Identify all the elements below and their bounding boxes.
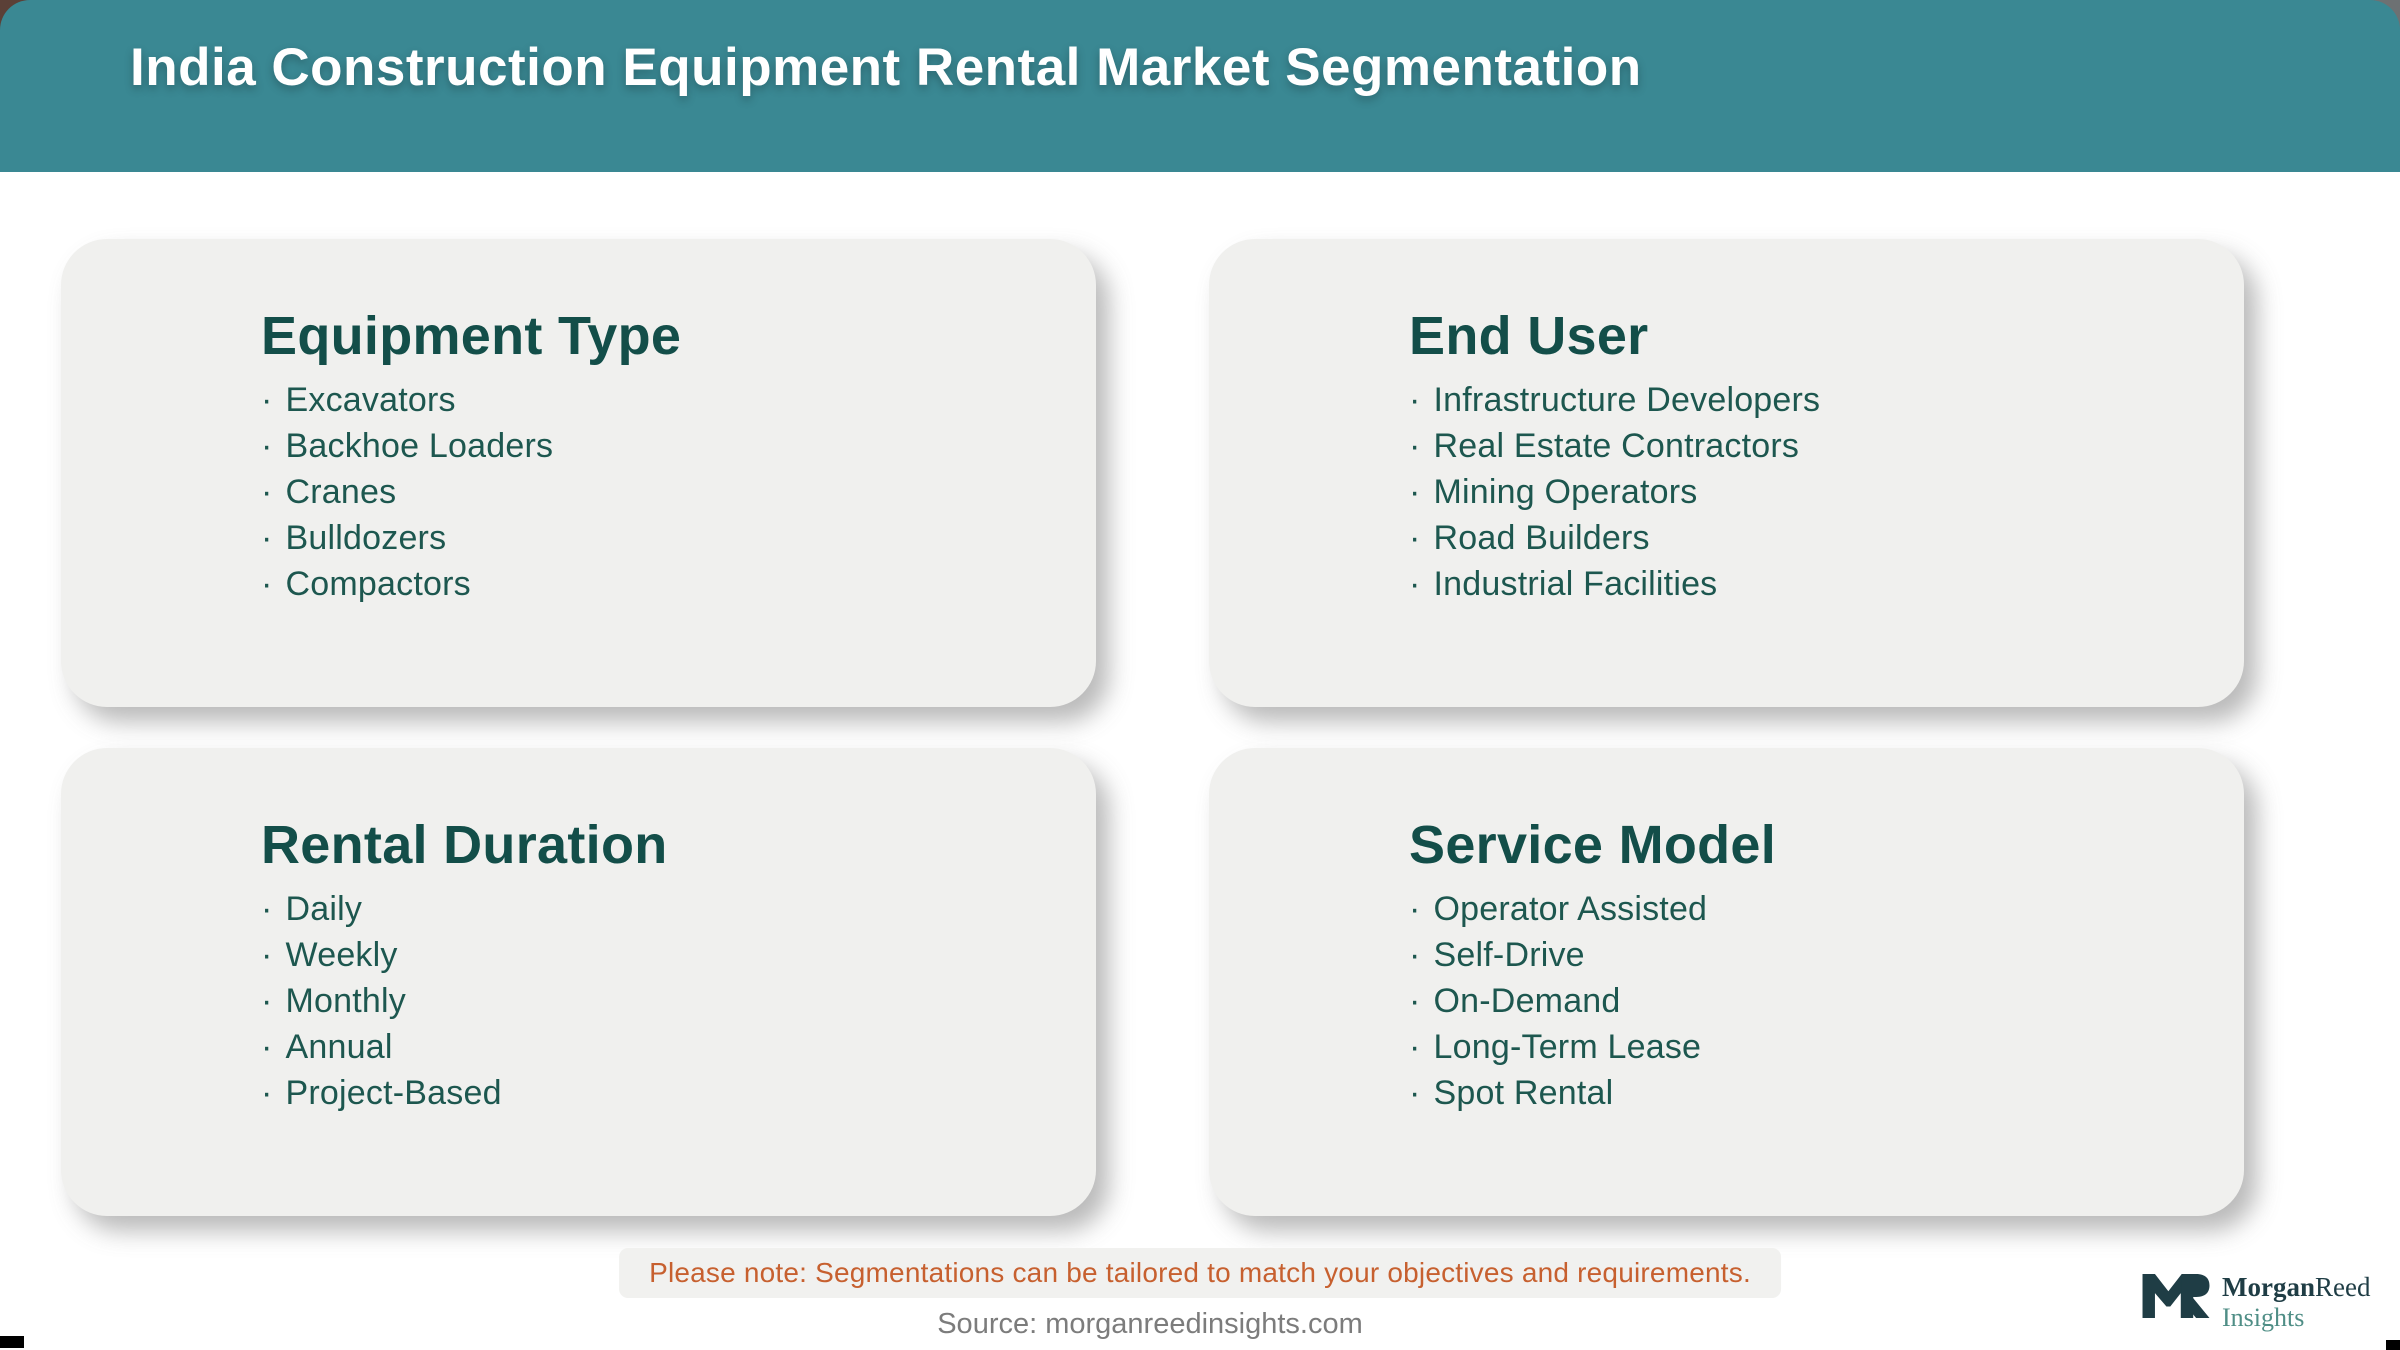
logo-monogram-icon: [2142, 1274, 2210, 1318]
screenshot-artifact-right: [2386, 1340, 2400, 1350]
card-end-user: End User Infrastructure Developers Real …: [1209, 239, 2244, 707]
list-item: Road Builders: [1409, 515, 2194, 561]
logo-name-regular: Reed: [2314, 1272, 2371, 1302]
list-item: Monthly: [261, 978, 1046, 1024]
screenshot-artifact-left: [0, 1336, 24, 1348]
logo-name-bold: Morgan: [2222, 1272, 2315, 1302]
list-item: Backhoe Loaders: [261, 423, 1046, 469]
note-banner: Please note: Segmentations can be tailor…: [619, 1248, 1781, 1298]
card-list: Daily Weekly Monthly Annual Project-Base…: [261, 886, 1046, 1116]
segmentation-grid: Equipment Type Excavators Backhoe Loader…: [61, 239, 2244, 1216]
card-equipment-type: Equipment Type Excavators Backhoe Loader…: [61, 239, 1096, 707]
header-band: India Construction Equipment Rental Mark…: [0, 0, 2400, 172]
logo-tagline: Insights: [2222, 1303, 2305, 1332]
note-text: Please note: Segmentations can be tailor…: [649, 1257, 1751, 1288]
card-list: Infrastructure Developers Real Estate Co…: [1409, 377, 2194, 607]
list-item: On-Demand: [1409, 978, 2194, 1024]
list-item: Weekly: [261, 932, 1046, 978]
card-list: Excavators Backhoe Loaders Cranes Bulldo…: [261, 377, 1046, 607]
list-item: Real Estate Contractors: [1409, 423, 2194, 469]
list-item: Compactors: [261, 561, 1046, 607]
page-title: India Construction Equipment Rental Mark…: [130, 38, 1642, 97]
list-item: Self-Drive: [1409, 932, 2194, 978]
source-text: Source: morganreedinsights.com: [937, 1308, 1363, 1340]
card-rental-duration: Rental Duration Daily Weekly Monthly Ann…: [61, 748, 1096, 1216]
list-item: Operator Assisted: [1409, 886, 2194, 932]
logo: MorganReed Insights: [2142, 1274, 2370, 1331]
list-item: Long-Term Lease: [1409, 1024, 2194, 1070]
list-item: Annual: [261, 1024, 1046, 1070]
card-list: Operator Assisted Self-Drive On-Demand L…: [1409, 886, 2194, 1116]
card-title: Equipment Type: [261, 306, 682, 366]
logo-name: MorganReed: [2222, 1274, 2370, 1301]
card-title: Rental Duration: [261, 815, 668, 875]
logo-text: MorganReed Insights: [2222, 1274, 2370, 1331]
list-item: Spot Rental: [1409, 1070, 2194, 1116]
card-title: Service Model: [1409, 815, 1777, 875]
list-item: Industrial Facilities: [1409, 561, 2194, 607]
list-item: Project-Based: [261, 1070, 1046, 1116]
list-item: Bulldozers: [261, 515, 1046, 561]
list-item: Cranes: [261, 469, 1046, 515]
list-item: Daily: [261, 886, 1046, 932]
list-item: Infrastructure Developers: [1409, 377, 2194, 423]
list-item: Excavators: [261, 377, 1046, 423]
card-service-model: Service Model Operator Assisted Self-Dri…: [1209, 748, 2244, 1216]
card-title: End User: [1409, 306, 1649, 366]
list-item: Mining Operators: [1409, 469, 2194, 515]
